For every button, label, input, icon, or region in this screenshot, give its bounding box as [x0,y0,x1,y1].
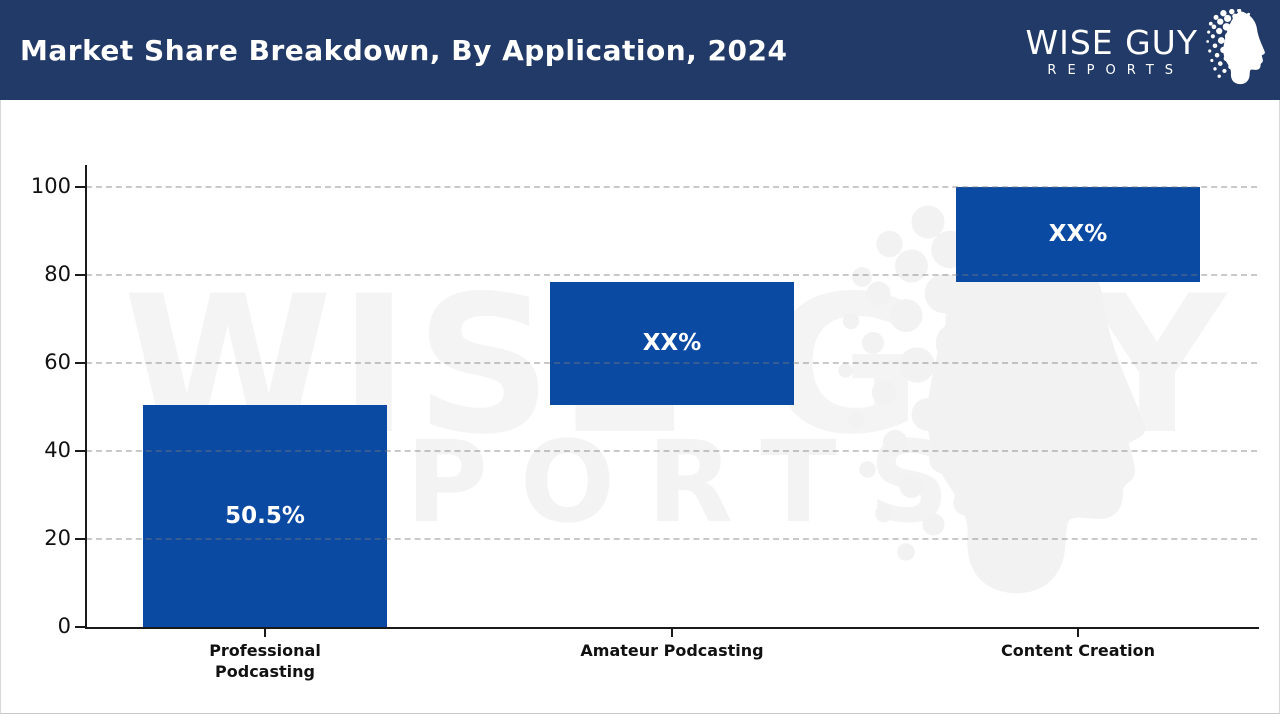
logo-subtitle: REPORTS [1047,62,1185,78]
x-category-label-1: Amateur Podcasting [580,641,764,660]
gridline-80 [86,274,1257,276]
x-tick-0 [264,629,266,637]
bar-content-creation: XX% [956,187,1200,282]
gridline-40 [86,450,1257,452]
gridline-20 [86,538,1257,540]
header-band: Market Share Breakdown, By Application, … [0,0,1280,100]
y-tick-40 [75,450,86,452]
y-tick-60 [75,362,86,364]
chart-canvas: WISE GUY REPORTS 0 20 40 60 80 100 50.5% XX% XX%… [0,100,1280,714]
gridline-60 [86,362,1257,364]
bar-value-label: XX% [1048,221,1108,248]
wiseguy-logo-text: WISE GUY REPORTS [1025,22,1198,78]
y-tick-20 [75,538,86,540]
x-axis-line [85,627,1259,629]
y-tick-label-40: 40 [44,438,71,463]
bar-value-label: 50.5% [225,502,305,529]
y-tick-100 [75,186,86,188]
x-tick-2 [1077,629,1079,637]
wiseguy-face-icon [1204,9,1268,93]
y-tick-label-100: 100 [30,174,71,199]
bar-amateur-podcasting: XX% [550,281,794,405]
wiseguy-logo: WISE GUY REPORTS [1025,6,1268,96]
y-tick-label-0: 0 [57,614,71,639]
y-tick-label-80: 80 [44,262,71,287]
logo-wordmark: WISE GUY [1025,22,1198,62]
y-tick-0 [75,626,86,628]
y-tick-80 [75,274,86,276]
gridline-100 [86,186,1257,188]
x-category-label-0: Professional Podcasting [209,641,321,681]
y-tick-label-20: 20 [44,526,71,551]
y-tick-label-60: 60 [44,350,71,375]
bar-value-label: XX% [642,330,702,357]
plot-area: 0 20 40 60 80 100 50.5% XX% XX% Professional Podc… [1,100,1279,713]
bar-professional-podcasting: 50.5% [143,404,387,627]
x-category-label-2: Content Creation [1000,641,1156,660]
y-axis-line [85,165,87,629]
page-title: Market Share Breakdown, By Application, … [20,34,788,67]
x-tick-1 [671,629,673,637]
